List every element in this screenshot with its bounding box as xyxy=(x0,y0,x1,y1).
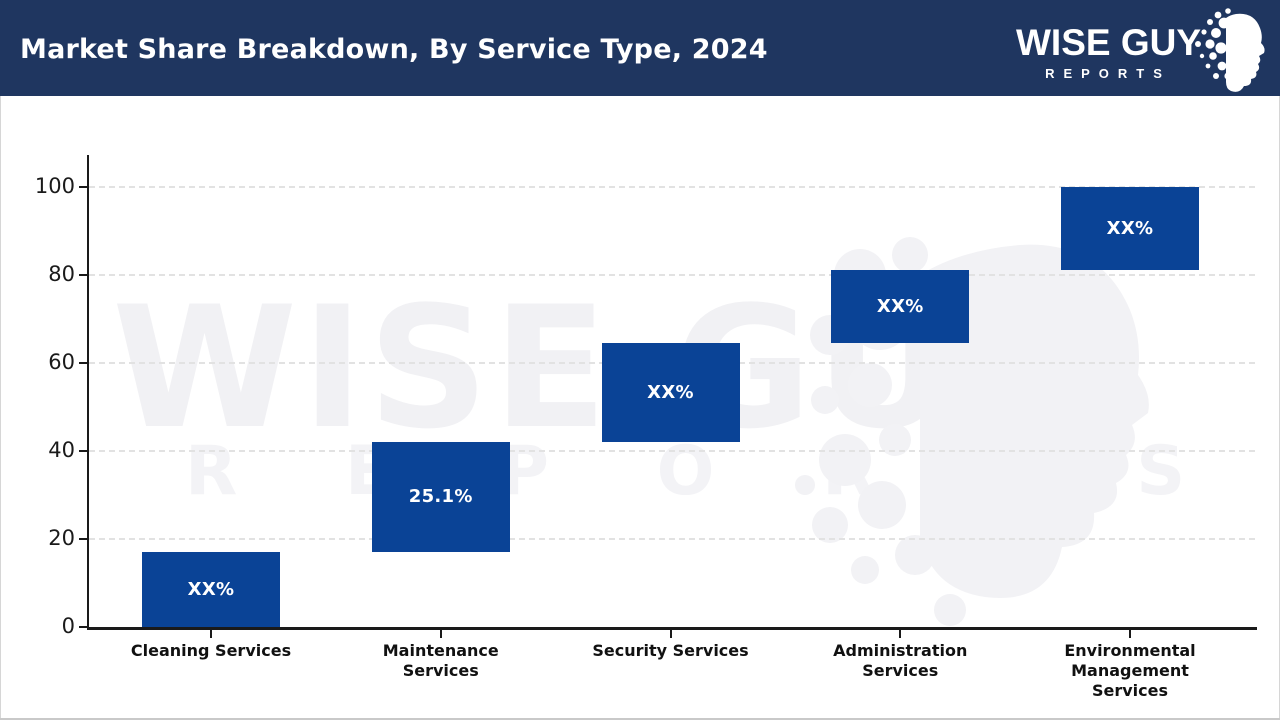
x-category-label-administration-services: Administration Services xyxy=(790,641,1010,681)
x-category-label-line: Security Services xyxy=(592,641,749,660)
bar-value-label-security-services: XX% xyxy=(647,381,694,403)
y-tick-label-40: 40 xyxy=(48,438,75,462)
logo-text: WISE GUY REPORTS xyxy=(1016,22,1202,81)
x-category-label-environmental-management-services: Environmental Management Services xyxy=(1020,641,1240,701)
gridline-y-40 xyxy=(89,450,1255,452)
y-tick-label-100: 100 xyxy=(34,174,75,198)
y-tick-mark-100 xyxy=(79,186,87,188)
gridline-y-20 xyxy=(89,538,1255,540)
x-category-label-line: Services xyxy=(1091,681,1169,700)
bar-value-label-environmental-management-services: XX% xyxy=(1106,217,1154,239)
x-category-label-maintenance-services: Maintenance Services xyxy=(331,641,551,681)
x-category-label-line: Services xyxy=(862,661,939,680)
bar-environmental-management-services: XX% xyxy=(1061,187,1199,270)
x-category-label-line: Administration xyxy=(833,641,968,660)
y-tick-mark-20 xyxy=(79,538,87,540)
x-axis-line xyxy=(87,627,1257,630)
x-category-label-cleaning-services: Cleaning Services xyxy=(101,641,321,661)
y-tick-mark-0 xyxy=(79,626,87,628)
x-category-label-line: Maintenance xyxy=(382,641,499,660)
x-tick-mark-environmental-management-services xyxy=(1129,630,1131,638)
y-tick-label-60: 60 xyxy=(48,350,75,374)
logo-face-icon xyxy=(1195,8,1265,92)
bar-value-label-cleaning-services: XX% xyxy=(187,579,235,601)
x-category-label-line: Management xyxy=(1071,661,1189,680)
y-tick-mark-80 xyxy=(79,274,87,276)
x-tick-mark-security-services xyxy=(669,630,672,638)
x-category-label-line: Environmental xyxy=(1064,641,1196,660)
logo-wiseguy-label: WISE GUY xyxy=(1016,22,1202,63)
y-tick-label-20: 20 xyxy=(48,526,75,550)
bar-security-services: XX% xyxy=(601,343,740,442)
gridline-y-80 xyxy=(89,274,1255,276)
x-tick-mark-administration-services xyxy=(899,630,902,638)
bar-maintenance-services: 25.1% xyxy=(371,441,510,553)
wise-guy-reports-logo: WISE GUY REPORTS xyxy=(1016,6,1266,92)
bar-administration-services: XX% xyxy=(831,269,970,344)
bar-cleaning-services: XX% xyxy=(142,552,280,627)
logo-reports-label: REPORTS xyxy=(1045,66,1171,81)
y-tick-mark-60 xyxy=(79,362,87,364)
header-bar: Market Share Breakdown, By Service Type,… xyxy=(0,0,1280,96)
x-category-label-line: Cleaning Services xyxy=(130,641,292,660)
x-tick-mark-maintenance-services xyxy=(439,630,442,638)
x-tick-mark-cleaning-services xyxy=(210,630,212,638)
bar-value-label-maintenance-services: 25.1% xyxy=(408,486,473,508)
chart-plot-area: 0 20 40 60 80 100 XX% Cleaning Services 25.1% Mai… xyxy=(0,96,1280,720)
x-category-label-security-services: Security Services xyxy=(561,641,781,661)
page-title: Market Share Breakdown, By Service Type,… xyxy=(20,34,768,65)
x-category-label-line: Services xyxy=(402,661,479,680)
y-tick-label-0: 0 xyxy=(61,614,75,638)
y-tick-label-80: 80 xyxy=(48,262,75,286)
gridline-y-100 xyxy=(89,186,1255,188)
bar-value-label-administration-services: XX% xyxy=(876,295,924,317)
y-axis-line xyxy=(87,155,89,629)
y-tick-mark-40 xyxy=(79,450,87,452)
